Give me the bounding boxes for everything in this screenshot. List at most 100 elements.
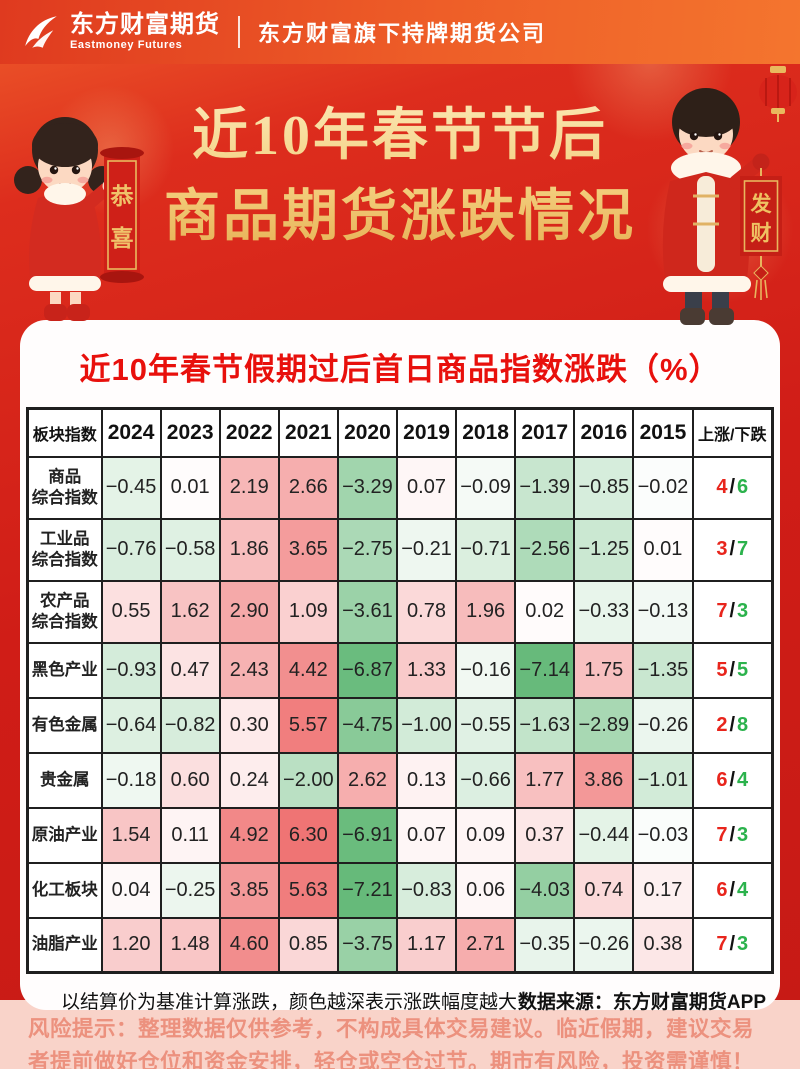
table-row: 原油产业 1.54 0.11 4.92 6.30 −6.91 0.07 0.09 0.37 −0.… <box>26 806 774 864</box>
up-count: 7 <box>716 933 728 956</box>
value-cell: −0.93 <box>100 641 162 699</box>
updown-count-cell: 4/6 <box>691 455 774 520</box>
value-cell: −0.82 <box>159 696 221 754</box>
value-cell: 0.55 <box>100 579 162 644</box>
value-cell: 3.65 <box>277 517 339 582</box>
value-cell: −1.25 <box>573 517 635 582</box>
value-cell: −0.33 <box>573 579 635 644</box>
value-cell: −0.55 <box>455 696 517 754</box>
value-cell: 2.90 <box>218 579 280 644</box>
value-cell: 4.42 <box>277 641 339 699</box>
updown-separator: / <box>729 476 736 498</box>
value-cell: 0.30 <box>218 696 280 754</box>
scroll-char-1: 恭 <box>110 183 135 209</box>
lantern-decoration <box>759 66 797 122</box>
value-cell: −0.66 <box>455 751 517 809</box>
value-cell: −0.02 <box>632 455 694 520</box>
table-row: 工业品 综合指数 −0.76 −0.58 1.86 3.65 −2.75 −0.21 −0.71… <box>26 517 774 582</box>
value-cell: 1.54 <box>100 806 162 864</box>
value-cell: 0.85 <box>277 916 339 974</box>
value-cell: −6.91 <box>336 806 398 864</box>
value-cell: −1.00 <box>395 696 458 754</box>
up-count: 4 <box>716 476 728 498</box>
value-cell: −1.35 <box>632 641 694 699</box>
updown-count-cell: 5/5 <box>691 641 774 699</box>
fortune-tag: 发 财 <box>740 168 782 300</box>
value-cell: −1.39 <box>514 455 576 520</box>
updown-separator: / <box>729 823 736 846</box>
up-count: 5 <box>716 658 728 681</box>
poster-title-line1: 近10年春节节后 <box>192 105 608 167</box>
value-cell: 4.60 <box>218 916 280 974</box>
value-cell: 5.63 <box>277 861 339 919</box>
column-header-year: 2015 <box>632 407 694 458</box>
up-count: 3 <box>716 538 728 560</box>
value-cell: −1.01 <box>632 751 694 809</box>
up-count: 7 <box>716 600 728 622</box>
value-cell: −0.83 <box>395 861 458 919</box>
poster-title: 近10年春节节后 商品期货涨跌情况 <box>0 96 800 258</box>
value-cell: 0.06 <box>455 861 517 919</box>
value-cell: 4.92 <box>218 806 280 864</box>
table-row: 化工板块 0.04 −0.25 3.85 5.63 −7.21 −0.83 0.06 −4.03… <box>26 861 774 919</box>
value-cell: 0.24 <box>218 751 280 809</box>
value-cell: −0.26 <box>573 916 635 974</box>
value-cell: 0.01 <box>159 455 221 520</box>
risk-disclaimer-band: 风险提示：整理数据仅供参考，不构成具体交易建议。临近假期，建议交易者提前做好仓位… <box>0 1000 800 1069</box>
value-cell: 0.09 <box>455 806 517 864</box>
boy-character-illustration: 发 财 <box>662 88 782 325</box>
value-cell: −2.56 <box>514 517 576 582</box>
value-cell: 0.47 <box>159 641 221 699</box>
value-cell: −0.64 <box>100 696 162 754</box>
column-header-year: 2023 <box>159 407 221 458</box>
header-divider <box>238 16 240 48</box>
value-cell: 1.17 <box>395 916 458 974</box>
risk-disclaimer-text: 风险提示：整理数据仅供参考，不构成具体交易建议。临近假期，建议交易者提前做好仓位… <box>28 1017 755 1069</box>
value-cell: −0.21 <box>395 517 458 582</box>
down-count: 8 <box>737 713 749 736</box>
girl-character-illustration: 恭 喜 <box>14 117 144 321</box>
column-header-year: 2021 <box>277 407 339 458</box>
poster-title-line2: 商品期货涨跌情况 <box>164 186 636 249</box>
value-cell: 1.75 <box>573 641 635 699</box>
brand-tagline: 东方财富旗下持牌期货公司 <box>258 21 547 46</box>
table-body: 商品 综合指数 −0.45 0.01 2.19 2.66 −3.29 0.07 −0.09 −1.… <box>26 455 774 974</box>
down-count: 5 <box>737 658 749 681</box>
brand-header-bar: 东方财富期货 Eastmoney Futures 东方财富旗下持牌期货公司 <box>0 0 800 64</box>
table-head: 板块指数 2024 2023 2022 2021 2020 2019 2018 2017 2016… <box>26 407 774 458</box>
table-row: 农产品 综合指数 0.55 1.62 2.90 1.09 −3.61 0.78 1.96 0.02… <box>26 579 774 644</box>
value-cell: 0.07 <box>395 806 458 864</box>
value-cell: −3.29 <box>336 455 398 520</box>
up-count: 2 <box>716 713 728 736</box>
value-cell: −0.44 <box>573 806 635 864</box>
tag-char-2: 财 <box>751 222 772 245</box>
column-header-sector: 板块指数 <box>26 407 103 458</box>
value-cell: 3.85 <box>218 861 280 919</box>
table-row: 有色金属 −0.64 −0.82 0.30 5.57 −4.75 −1.00 −0.55 −1.… <box>26 696 774 754</box>
row-label: 原油产业 <box>26 806 103 864</box>
table-row: 贵金属 −0.18 0.60 0.24 −2.00 2.62 0.13 −0.66 1.77 3.… <box>26 751 774 809</box>
row-label: 有色金属 <box>26 696 103 754</box>
down-count: 7 <box>737 538 749 560</box>
value-cell: −0.26 <box>632 696 694 754</box>
value-cell: −2.75 <box>336 517 398 582</box>
eastmoney-logo-icon <box>25 16 57 48</box>
row-label: 化工板块 <box>26 861 103 919</box>
updown-separator: / <box>729 713 736 736</box>
value-cell: 0.78 <box>395 579 458 644</box>
table-title: 近10年春节假期过后首日商品指数涨跌（%） <box>79 352 721 387</box>
value-cell: 2.66 <box>277 455 339 520</box>
down-count: 4 <box>737 878 749 901</box>
updown-count-cell: 6/4 <box>691 861 774 919</box>
value-cell: 6.30 <box>277 806 339 864</box>
value-cell: −1.63 <box>514 696 576 754</box>
value-cell: 1.33 <box>395 641 458 699</box>
value-cell: −0.18 <box>100 751 162 809</box>
value-cell: 2.19 <box>218 455 280 520</box>
value-cell: 0.17 <box>632 861 694 919</box>
value-cell: 0.01 <box>632 517 694 582</box>
value-cell: 0.60 <box>159 751 221 809</box>
updown-count-cell: 7/3 <box>691 579 774 644</box>
column-header-year: 2018 <box>455 407 517 458</box>
value-cell: 2.43 <box>218 641 280 699</box>
